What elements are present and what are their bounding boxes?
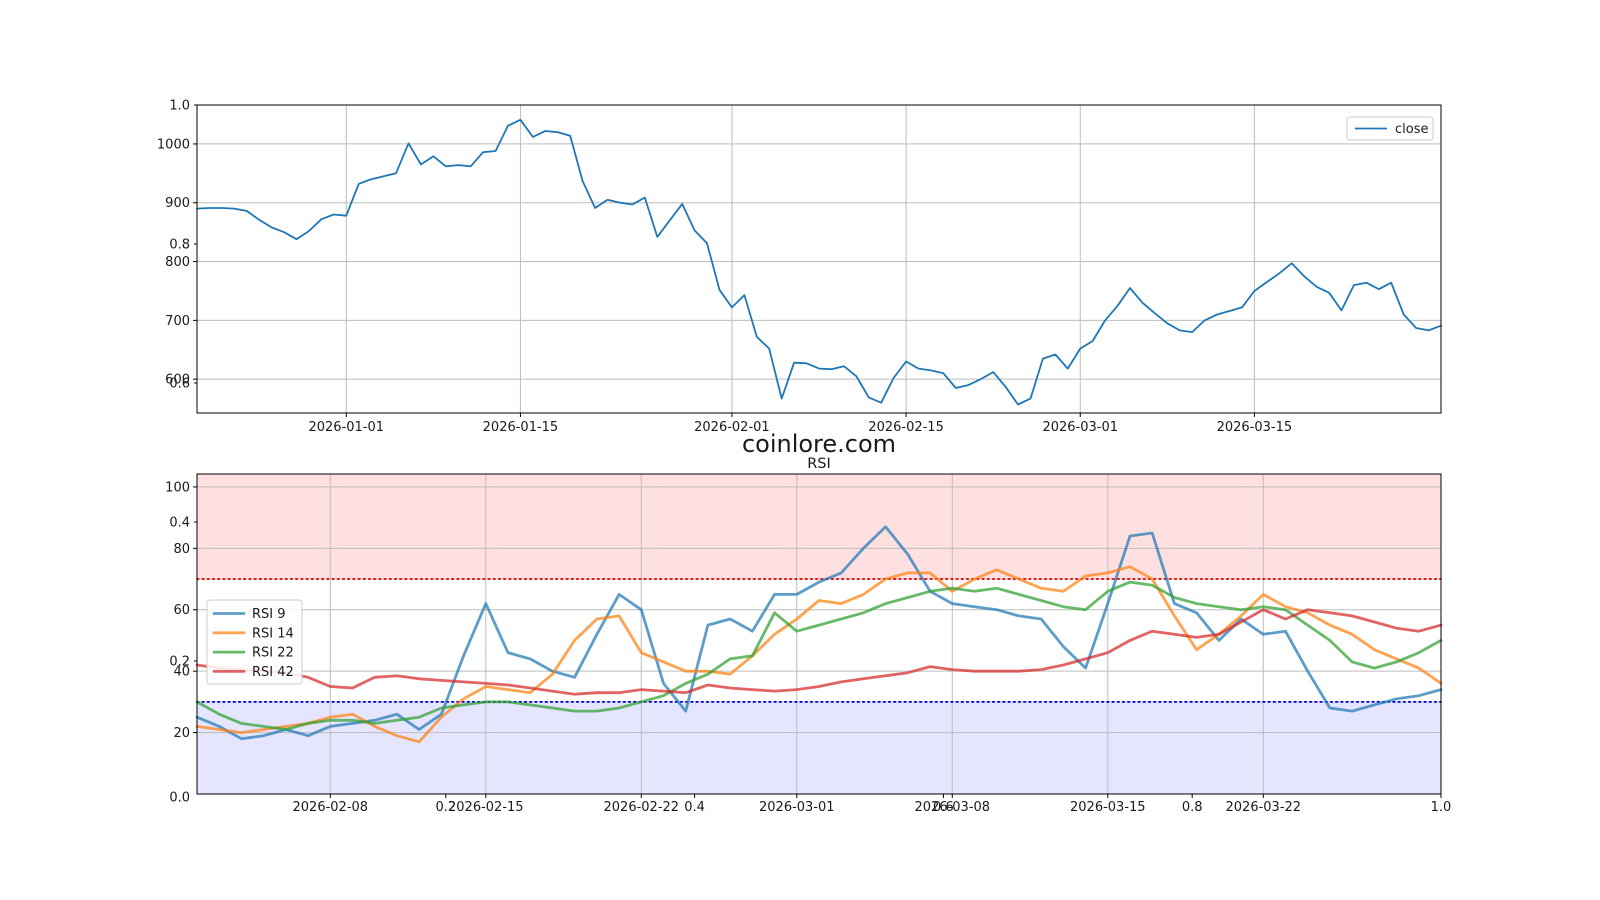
overlay-x-tick-label: 0.8 bbox=[1182, 800, 1203, 815]
overlay-y-tick-label: 0.4 bbox=[169, 516, 190, 531]
legend-rsi-label: RSI 9 bbox=[252, 607, 286, 622]
rsi-x-tick-label: 2026-03-22 bbox=[1226, 800, 1302, 815]
oversold-band bbox=[197, 701, 1441, 794]
rsi-line-rsi-42 bbox=[195, 608, 1443, 696]
rsi-y-tick-label: 100 bbox=[165, 480, 190, 495]
overlay-x-tick-label: 0.6 bbox=[933, 800, 954, 815]
rsi-x-tick-label: 2026-03-15 bbox=[1070, 800, 1146, 815]
price-x-tick-label: 2026-02-15 bbox=[868, 420, 944, 435]
overbought-band bbox=[197, 474, 1441, 580]
legend-close-label: close bbox=[1395, 122, 1428, 137]
rsi-y-tick-label: 60 bbox=[173, 603, 190, 618]
price-x-tick-label: 2026-03-15 bbox=[1217, 420, 1293, 435]
rsi-y-tick-label: 40 bbox=[173, 665, 190, 680]
tick-marks bbox=[193, 104, 1442, 798]
rsi-x-tick-label: 2026-02-08 bbox=[293, 800, 369, 815]
overlay-y-tick-label: 0.0 bbox=[169, 791, 190, 806]
price-y-tick-label: 600 bbox=[165, 373, 190, 388]
rsi-y-tick-label: 80 bbox=[173, 542, 190, 557]
rsi-x-tick-label: 2026-02-15 bbox=[448, 800, 524, 815]
overlay-y-tick-label: 1.0 bbox=[169, 99, 190, 114]
rsi-x-tick-label: 2026-02-22 bbox=[604, 800, 680, 815]
overlay-y-tick-label: 0.8 bbox=[169, 238, 190, 253]
rsi-legend bbox=[206, 599, 303, 685]
price-legend bbox=[1346, 116, 1434, 141]
rsi-line-rsi-22 bbox=[195, 580, 1443, 731]
legend-rsi-label: RSI 14 bbox=[252, 626, 294, 641]
price-x-tick-label: 2026-01-15 bbox=[483, 420, 559, 435]
price-y-tick-label: 900 bbox=[165, 196, 190, 211]
price-y-tick-label: 800 bbox=[165, 255, 190, 270]
grid-price bbox=[197, 105, 1441, 413]
watermark: coinlore.com bbox=[742, 430, 896, 458]
price-axes-frame bbox=[196, 104, 1442, 414]
overlay-x-tick-label: 0.2 bbox=[435, 800, 456, 815]
overlay-y-tick-label: 0.6 bbox=[169, 377, 190, 392]
price-x-tick-label: 2026-03-01 bbox=[1042, 420, 1118, 435]
price-x-tick-label: 2026-02-01 bbox=[694, 420, 770, 435]
legend-rsi-label: RSI 22 bbox=[252, 646, 294, 661]
close-line bbox=[196, 118, 1442, 406]
overlay-y-tick-label: 0.2 bbox=[169, 655, 190, 670]
price-y-tick-label: 700 bbox=[165, 314, 190, 329]
rsi-y-tick-label: 20 bbox=[173, 726, 190, 741]
rsi-x-tick-label: 2026-03-01 bbox=[759, 800, 835, 815]
rsi-line-rsi-14 bbox=[195, 565, 1443, 744]
rsi-title: RSI bbox=[807, 456, 831, 472]
rsi-x-tick-label: 2026-03-08 bbox=[915, 800, 991, 815]
price-y-tick-label: 1000 bbox=[157, 137, 190, 152]
overlay-x-tick-label: 1.0 bbox=[1431, 800, 1452, 815]
price-x-tick-label: 2026-01-01 bbox=[308, 420, 384, 435]
rsi-axes-frame bbox=[196, 473, 1442, 795]
tick-labels: 600 700 800 900 1000 2026-01-01 2026-01-15 2026… bbox=[157, 99, 1451, 816]
overlay-x-tick-label: 0.4 bbox=[684, 800, 705, 815]
legend-rsi-label: RSI 42 bbox=[252, 665, 294, 680]
